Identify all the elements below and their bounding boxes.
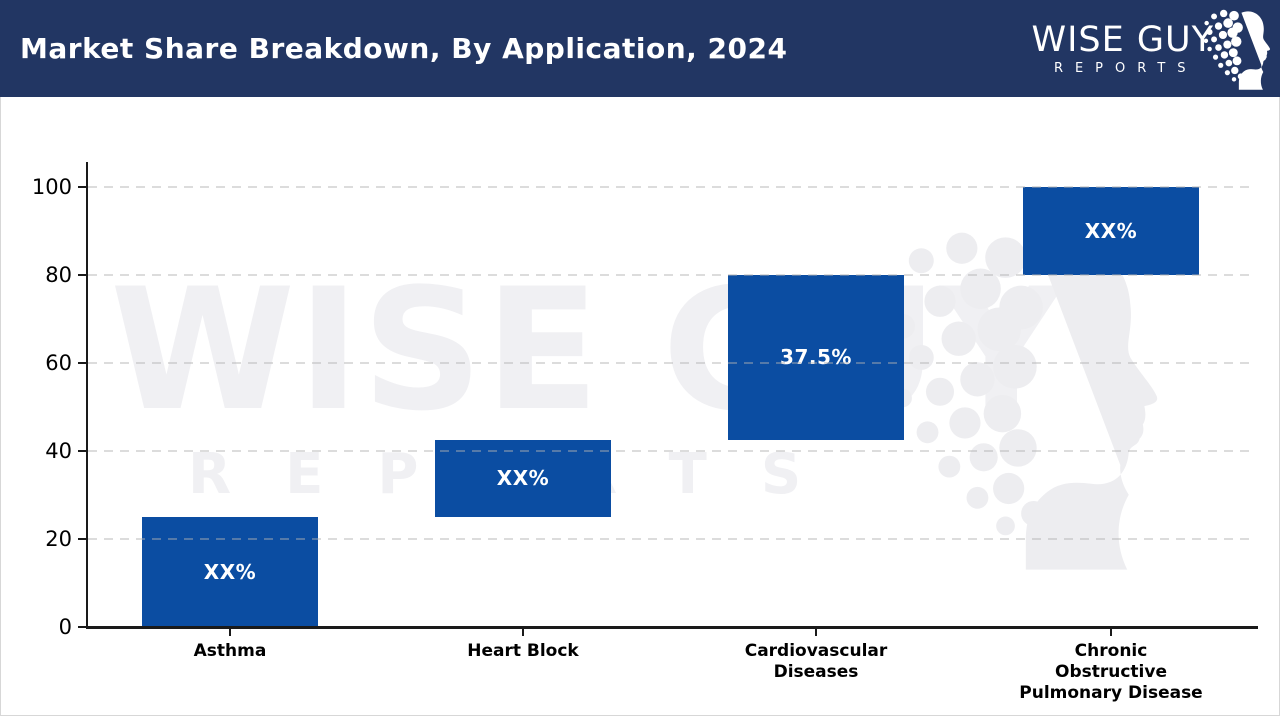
x-category-label: Chronic Obstructive Pulmonary Disease (1019, 641, 1203, 703)
bar-value-label: 37.5% (780, 345, 852, 370)
x-axis-line (86, 626, 1258, 629)
y-tick-mark (78, 273, 87, 276)
y-tick-mark (78, 449, 87, 452)
x-tick-mark (522, 629, 524, 636)
grid-line-100 (88, 185, 1254, 188)
x-tick-mark (815, 629, 817, 636)
x-tick-mark (1110, 629, 1112, 636)
page-title: Market Share Breakdown, By Application, … (20, 32, 788, 65)
y-axis-line (86, 162, 88, 629)
grid-line-80 (88, 273, 1254, 276)
x-category-label: Heart Block (467, 641, 579, 661)
y-tick-label: 60 (45, 350, 72, 375)
x-category-label: Cardiovascular Diseases (744, 641, 888, 682)
y-tick-label: 0 (58, 615, 72, 639)
x-category-label: Asthma (193, 641, 267, 661)
bar-asthma: XX% (142, 516, 318, 627)
header-bar: Market Share Breakdown, By Application, … (0, 0, 1280, 97)
logo-wordmark-main: WISE GUY (1031, 20, 1214, 60)
y-tick-mark (78, 185, 87, 188)
y-tick-label: 40 (45, 438, 72, 463)
bar-value-label: XX% (1084, 218, 1138, 243)
grid-line-60 (88, 361, 1254, 364)
logo-wordmark: WISE GUY REPORTS (1031, 21, 1214, 76)
grid-line-20 (88, 537, 1254, 540)
bar-value-label: XX% (203, 559, 257, 584)
logo-wordmark-sub: REPORTS (1053, 61, 1198, 76)
grid-line-40 (88, 449, 1254, 452)
bar-chronic-obstructive-pulmonary-disease: XX% (1023, 186, 1199, 275)
bar-cardiovascular-diseases: 37.5% (728, 274, 904, 440)
x-tick-mark (229, 629, 231, 636)
y-tick-mark (78, 537, 87, 540)
brand-logo: WISE GUY REPORTS (1031, 3, 1274, 94)
y-tick-label: 100 (31, 174, 72, 199)
y-tick-label: 80 (45, 262, 72, 287)
y-tick-mark (78, 626, 87, 628)
bar-heart-block: XX% (435, 439, 611, 517)
bar-value-label: XX% (496, 466, 550, 491)
y-tick-label: 20 (45, 526, 72, 551)
y-tick-mark (78, 361, 87, 364)
logo-head-icon (1203, 9, 1271, 90)
